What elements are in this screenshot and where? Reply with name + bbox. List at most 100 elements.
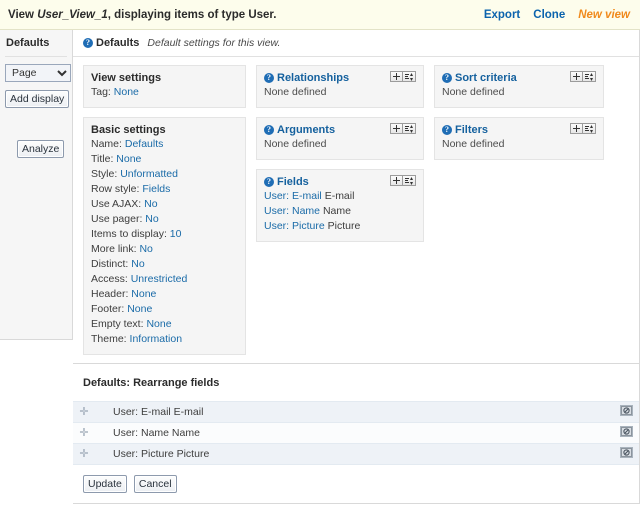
plus-icon[interactable]: [390, 71, 403, 82]
page-title-prefix: View: [8, 8, 38, 21]
export-link[interactable]: Export: [483, 8, 521, 21]
rearrange-fields-title: Defaults: Rearrange fields: [83, 377, 220, 389]
setting-value-use-pager[interactable]: No: [145, 213, 159, 225]
setting-value-items-to-display[interactable]: 10: [169, 228, 182, 240]
setting-key: Use AJAX:: [91, 198, 142, 210]
field-label-email: E-mail: [324, 190, 355, 202]
row-handle-cell[interactable]: ✛: [73, 422, 95, 444]
sort-criteria-title-text: Sort criteria: [455, 72, 517, 84]
help-icon[interactable]: ?: [442, 125, 452, 135]
arguments-tools: [390, 123, 416, 134]
setting-value-name[interactable]: Defaults: [124, 138, 164, 150]
setting-row-items-to-display: Items to display: 10: [91, 227, 238, 242]
setting-value-access[interactable]: Unrestricted: [130, 273, 188, 285]
setting-key: Distinct:: [91, 258, 129, 270]
arguments-title[interactable]: ? Arguments: [264, 123, 335, 137]
setting-row-distinct: Distinct: No: [91, 257, 238, 272]
view-settings-head: View settings: [91, 71, 238, 85]
table-row[interactable]: ✛ User: Name Name: [73, 422, 639, 444]
field-link-name[interactable]: User: Name: [264, 205, 321, 217]
row-handle-cell[interactable]: ✛: [73, 401, 95, 423]
new-view-link[interactable]: New view: [578, 8, 630, 21]
page-header-bar: View User_View_1, displaying items of ty…: [0, 0, 640, 30]
display-settings-title-text: Defaults: [96, 37, 140, 49]
remove-icon[interactable]: [619, 447, 633, 458]
help-icon[interactable]: ?: [83, 38, 93, 48]
clone-link[interactable]: Clone: [533, 8, 566, 21]
setting-value-theme[interactable]: Information: [129, 333, 183, 345]
help-icon[interactable]: ?: [264, 73, 274, 83]
fields-title[interactable]: ? Fields: [264, 175, 309, 189]
relationships-title[interactable]: ? Relationships: [264, 71, 349, 85]
plus-icon[interactable]: [390, 123, 403, 134]
row-action-cell[interactable]: [613, 443, 639, 465]
sort-criteria-tools: [570, 71, 596, 82]
setting-key: Items to display:: [91, 228, 167, 240]
cancel-button[interactable]: Cancel: [133, 475, 177, 493]
settings-column-left: View settings Tag: None Basic settings N…: [83, 65, 246, 355]
plus-icon[interactable]: [570, 71, 583, 82]
sort-criteria-empty-text: None defined: [442, 86, 505, 98]
setting-value-footer[interactable]: None: [127, 303, 153, 315]
row-action-cell[interactable]: [613, 401, 639, 423]
table-row[interactable]: ✛ User: E-mail E-mail: [73, 401, 639, 423]
analyze-button[interactable]: Analyze: [17, 140, 65, 158]
drag-handle-icon[interactable]: ✛: [79, 448, 89, 460]
setting-value-row-style[interactable]: Fields: [142, 183, 171, 195]
drag-handle-icon[interactable]: ✛: [79, 406, 89, 418]
field-link-picture[interactable]: User: Picture: [264, 220, 325, 232]
setting-row-title: Title: None: [91, 152, 238, 167]
help-icon[interactable]: ?: [264, 177, 274, 187]
page-body: Defaults Page Add display Analyze ? Defau…: [0, 30, 640, 504]
setting-key: Use pager:: [91, 213, 143, 225]
settings-columns: View settings Tag: None Basic settings N…: [73, 57, 639, 363]
help-icon[interactable]: ?: [264, 125, 274, 135]
sort-arrows-icon[interactable]: [403, 175, 416, 186]
filters-title[interactable]: ? Filters: [442, 123, 488, 137]
remove-icon[interactable]: [619, 426, 633, 437]
setting-key: Name:: [91, 138, 122, 150]
arguments-box: ? Arguments None defined: [256, 117, 424, 160]
add-display-button[interactable]: Add display: [5, 90, 70, 108]
filters-head: ? Filters: [442, 123, 596, 137]
setting-value-use-ajax[interactable]: No: [144, 198, 158, 210]
setting-row-empty-text: Empty text: None: [91, 317, 238, 332]
setting-value-distinct[interactable]: No: [131, 258, 145, 270]
field-label-picture: Picture: [327, 220, 361, 232]
setting-row-use-ajax: Use AJAX: No: [91, 197, 238, 212]
filters-title-text: Filters: [455, 124, 489, 136]
setting-value-style[interactable]: Unformatted: [120, 168, 178, 180]
fields-tools: [390, 175, 416, 186]
basic-settings-head: Basic settings: [91, 123, 238, 137]
setting-value-tag[interactable]: None: [113, 86, 139, 98]
sort-criteria-title[interactable]: ? Sort criteria: [442, 71, 517, 85]
displays-sidebar: Defaults Page Add display Analyze: [0, 30, 73, 340]
drag-handle-icon[interactable]: ✛: [79, 427, 89, 439]
help-icon[interactable]: ?: [442, 73, 452, 83]
table-row[interactable]: ✛ User: Picture Picture: [73, 443, 639, 465]
view-settings-title: View settings: [91, 72, 162, 84]
view-name: User_View_1: [37, 8, 108, 21]
row-handle-cell[interactable]: ✛: [73, 443, 95, 465]
field-link-email[interactable]: User: E-mail: [264, 190, 322, 202]
field-item-name: User: Name Name: [264, 204, 416, 219]
sort-arrows-icon[interactable]: [403, 123, 416, 134]
setting-row-use-pager: Use pager: No: [91, 212, 238, 227]
setting-value-empty-text[interactable]: None: [146, 318, 172, 330]
basic-settings-title: Basic settings: [91, 124, 166, 136]
plus-icon[interactable]: [570, 123, 583, 134]
sort-arrows-icon[interactable]: [583, 71, 596, 82]
sort-arrows-icon[interactable]: [583, 123, 596, 134]
setting-value-title[interactable]: None: [116, 153, 142, 165]
setting-value-header[interactable]: None: [131, 288, 157, 300]
remove-icon[interactable]: [619, 405, 633, 416]
row-label-cell: User: Name Name: [95, 422, 613, 444]
setting-value-more-link[interactable]: No: [139, 243, 153, 255]
update-button[interactable]: Update: [83, 475, 127, 493]
sort-arrows-icon[interactable]: [403, 71, 416, 82]
sidebar-title: Defaults: [5, 36, 67, 57]
setting-row-row-style: Row style: Fields: [91, 182, 238, 197]
display-type-select[interactable]: Page: [5, 64, 71, 82]
row-action-cell[interactable]: [613, 422, 639, 444]
plus-icon[interactable]: [390, 175, 403, 186]
